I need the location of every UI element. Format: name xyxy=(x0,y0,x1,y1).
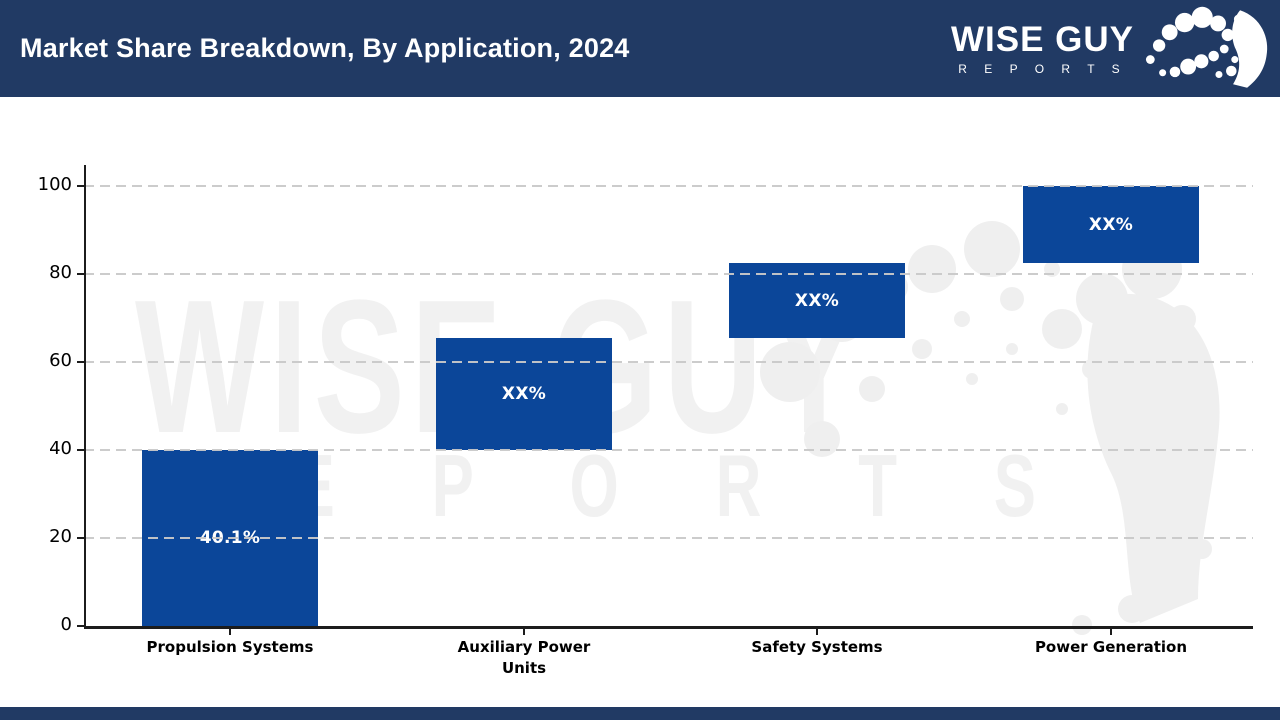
y-tick-label: 100 xyxy=(37,174,72,195)
bar-segment-2: XX% xyxy=(729,263,905,339)
y-axis-line xyxy=(84,165,86,628)
brand-logo: WISE GUY R E P O R T S xyxy=(951,3,1280,95)
x-category-label: Safety Systems xyxy=(751,638,883,656)
gridline-100 xyxy=(84,185,1253,187)
header-bar: Market Share Breakdown, By Application, … xyxy=(0,0,1280,97)
x-category-label: Power Generation xyxy=(1034,638,1188,656)
bar-segment-3: XX% xyxy=(1023,186,1199,263)
brand-subtitle: R E P O R T S xyxy=(958,61,1127,76)
bar-value-label: XX% xyxy=(1088,214,1134,235)
y-tick-label: 20 xyxy=(49,526,72,547)
brand-name: WISE GUY xyxy=(950,19,1134,59)
y-tick-mark xyxy=(77,273,84,275)
y-tick-mark xyxy=(77,537,84,539)
gridline-80 xyxy=(84,273,1253,275)
y-tick-mark xyxy=(77,185,84,187)
y-tick-label: 0 xyxy=(60,614,72,635)
brand-logo-text: WISE GUY R E P O R T S xyxy=(951,22,1134,76)
x-category-label: Propulsion Systems xyxy=(146,638,314,656)
x-tick-mark xyxy=(1110,628,1112,635)
page-title: Market Share Breakdown, By Application, … xyxy=(20,33,630,63)
bar-value-label: XX% xyxy=(794,290,840,311)
gridline-60 xyxy=(84,361,1253,363)
x-category-label: Auxiliary Power Units xyxy=(457,638,591,677)
y-tick-mark xyxy=(77,361,84,363)
y-tick-mark xyxy=(77,625,84,627)
x-tick-mark xyxy=(523,628,525,635)
brand-head-icon xyxy=(1145,6,1268,88)
y-tick-label: 80 xyxy=(49,262,72,283)
y-tick-label: 60 xyxy=(49,350,72,371)
y-tick-mark xyxy=(77,449,84,451)
footer-bar xyxy=(0,707,1280,720)
chart-area: WISE GUY R E P O R T S 0 20 40 60 80 100 40.1… xyxy=(0,97,1280,707)
x-tick-mark xyxy=(816,628,818,635)
bar-value-label: XX% xyxy=(501,383,547,404)
x-tick-mark xyxy=(229,628,231,635)
gridline-40 xyxy=(84,449,1253,451)
x-axis-line xyxy=(84,626,1253,629)
gridline-20 xyxy=(84,537,1253,539)
y-tick-label: 40 xyxy=(49,438,72,459)
bar-segment-1: XX% xyxy=(436,337,612,450)
